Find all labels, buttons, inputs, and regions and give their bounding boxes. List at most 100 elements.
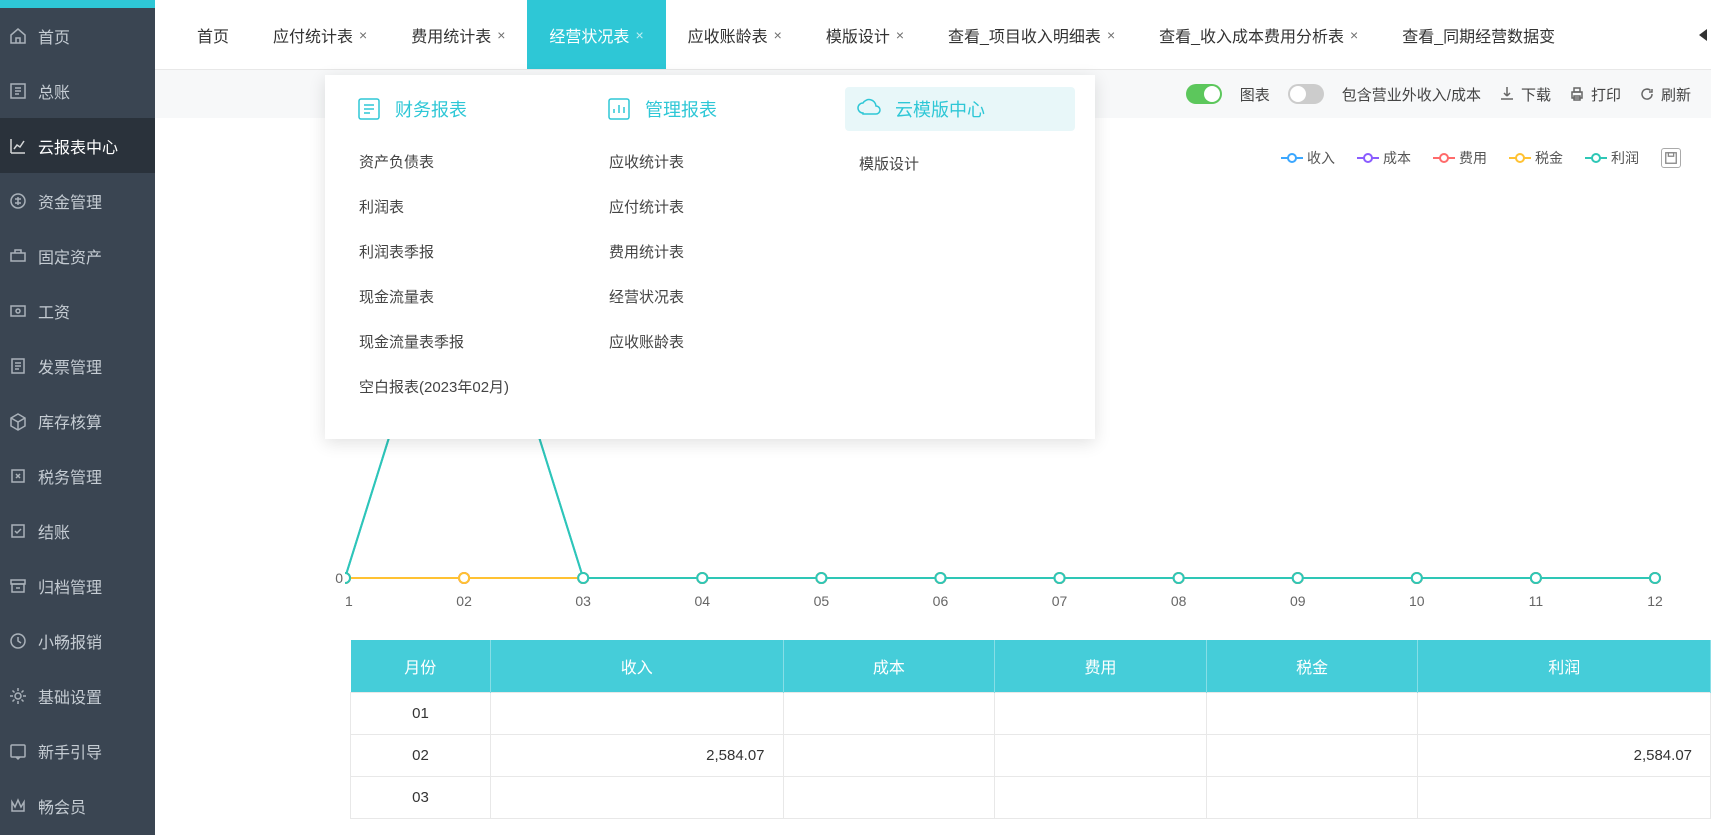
sidebar-item-label: 基础设置 <box>38 684 102 708</box>
sidebar-item-home[interactable]: 首页 <box>0 8 155 63</box>
table-header: 费用 <box>995 640 1207 693</box>
menu-item[interactable]: 应付统计表 <box>605 184 815 229</box>
close-icon[interactable]: × <box>774 27 782 43</box>
tab[interactable]: 经营状况表 × <box>527 0 665 69</box>
legend-item[interactable]: 费用 <box>1433 148 1487 168</box>
legend-item[interactable]: 成本 <box>1357 148 1411 168</box>
save-icon <box>1664 151 1678 165</box>
download-button[interactable]: 下载 <box>1499 84 1551 105</box>
table-cell <box>1418 693 1711 735</box>
menu-item[interactable]: 应收账龄表 <box>605 319 815 364</box>
menu-item[interactable]: 现金流量表 <box>355 274 565 319</box>
tax-icon <box>8 466 28 486</box>
tab-label: 费用统计表 <box>411 23 491 47</box>
sidebar-item-chart[interactable]: 云报表中心 <box>0 118 155 173</box>
table-cell <box>491 777 784 819</box>
close-icon[interactable]: × <box>635 27 643 43</box>
tab-label: 经营状况表 <box>549 23 629 47</box>
sidebar-item-settings[interactable]: 基础设置 <box>0 668 155 723</box>
tab[interactable]: 查看_同期经营数据变 <box>1380 0 1577 69</box>
menu-item[interactable]: 模版设计 <box>855 141 1065 186</box>
sidebar-item-expense[interactable]: 小畅报销 <box>0 613 155 668</box>
legend-item[interactable]: 收入 <box>1281 148 1335 168</box>
download-icon <box>1499 86 1515 102</box>
table-cell: 2,584.07 <box>1418 735 1711 777</box>
tab[interactable]: 费用统计表 × <box>389 0 527 69</box>
tab-label: 查看_同期经营数据变 <box>1402 23 1555 47</box>
table-row: 03 <box>351 777 1711 819</box>
sidebar-item-archive[interactable]: 归档管理 <box>0 558 155 613</box>
sidebar-item-label: 畅会员 <box>38 794 86 818</box>
svg-text:04: 04 <box>694 593 710 609</box>
data-table: 月份收入成本费用税金利润01022,584.072,584.0703 <box>350 640 1711 819</box>
sidebar-brand-strip <box>0 0 155 8</box>
close-icon[interactable]: × <box>1350 27 1358 43</box>
sidebar-item-tax[interactable]: 税务管理 <box>0 448 155 503</box>
menu-item[interactable]: 空白报表(2023年02月) <box>355 364 565 409</box>
table-cell <box>783 777 995 819</box>
menu-item[interactable]: 应收统计表 <box>605 139 815 184</box>
sidebar-item-asset[interactable]: 固定资产 <box>0 228 155 283</box>
legend-item[interactable]: 税金 <box>1509 148 1563 168</box>
chart-save-button[interactable] <box>1661 148 1681 168</box>
close-icon[interactable]: × <box>497 27 505 43</box>
table-cell <box>1206 735 1418 777</box>
menu-header-management-label: 管理报表 <box>645 96 717 122</box>
sidebar-item-guide[interactable]: 新手引导 <box>0 723 155 778</box>
legend-label: 税金 <box>1535 148 1563 168</box>
svg-text:12: 12 <box>1647 593 1663 609</box>
chart-toggle[interactable] <box>1186 84 1222 104</box>
menu-col-financial: 财务报表 资产负债表利润表利润表季报现金流量表现金流量表季报空白报表(2023年… <box>335 95 585 409</box>
close-icon[interactable]: × <box>896 27 904 43</box>
refresh-button[interactable]: 刷新 <box>1639 84 1691 105</box>
tab[interactable]: 查看_项目收入明细表× <box>926 0 1137 69</box>
print-label: 打印 <box>1591 84 1621 105</box>
table-cell-month: 02 <box>351 735 491 777</box>
menu-item[interactable]: 利润表季报 <box>355 229 565 274</box>
tab[interactable]: 首页 <box>175 0 251 69</box>
sidebar-item-label: 云报表中心 <box>38 134 118 158</box>
menu-header-template[interactable]: 云模版中心 <box>845 87 1075 131</box>
tab[interactable]: 应收账龄表× <box>666 0 804 69</box>
close-icon[interactable]: × <box>359 27 367 43</box>
sidebar-item-label: 首页 <box>38 24 70 48</box>
data-table-wrap: 月份收入成本费用税金利润01022,584.072,584.0703 <box>350 640 1711 819</box>
sidebar-item-label: 归档管理 <box>38 574 102 598</box>
print-icon <box>1569 86 1585 102</box>
tab-label: 查看_收入成本费用分析表 <box>1159 23 1344 47</box>
svg-text:11: 11 <box>1529 593 1544 609</box>
include-external-toggle[interactable] <box>1288 84 1324 104</box>
legend-label: 利润 <box>1611 148 1639 168</box>
menu-item[interactable]: 费用统计表 <box>605 229 815 274</box>
sidebar-item-label: 小畅报销 <box>38 629 102 653</box>
table-header: 成本 <box>783 640 995 693</box>
menu-item[interactable]: 资产负债表 <box>355 139 565 184</box>
expense-icon <box>8 631 28 651</box>
legend-label: 成本 <box>1383 148 1411 168</box>
svg-text:01: 01 <box>345 593 353 609</box>
sidebar-item-close-account[interactable]: 结账 <box>0 503 155 558</box>
tab[interactable]: 应付统计表× <box>251 0 389 69</box>
svg-text:06: 06 <box>933 593 949 609</box>
svg-text:05: 05 <box>814 593 830 609</box>
svg-text:10: 10 <box>1409 593 1425 609</box>
close-icon[interactable]: × <box>1107 27 1115 43</box>
tab[interactable]: 模版设计× <box>804 0 926 69</box>
money-icon <box>8 191 28 211</box>
menu-item[interactable]: 利润表 <box>355 184 565 229</box>
menu-item[interactable]: 现金流量表季报 <box>355 319 565 364</box>
svg-text:07: 07 <box>1052 593 1068 609</box>
legend-item[interactable]: 利润 <box>1585 148 1639 168</box>
print-button[interactable]: 打印 <box>1569 84 1621 105</box>
sidebar-item-salary[interactable]: 工资 <box>0 283 155 338</box>
sidebar-item-inventory[interactable]: 库存核算 <box>0 393 155 448</box>
sidebar-item-vip[interactable]: 畅会员 <box>0 778 155 833</box>
tab-bar: 首页应付统计表×费用统计表×经营状况表×应收账龄表×模版设计×查看_项目收入明细… <box>155 0 1711 70</box>
tab[interactable]: 查看_收入成本费用分析表 × <box>1137 0 1380 69</box>
table-header: 收入 <box>491 640 784 693</box>
menu-item[interactable]: 经营状况表 <box>605 274 815 319</box>
sidebar-item-ledger[interactable]: 总账 <box>0 63 155 118</box>
sidebar-item-money[interactable]: 资金管理 <box>0 173 155 228</box>
sidebar-item-invoice[interactable]: 发票管理 <box>0 338 155 393</box>
table-header: 税金 <box>1206 640 1418 693</box>
